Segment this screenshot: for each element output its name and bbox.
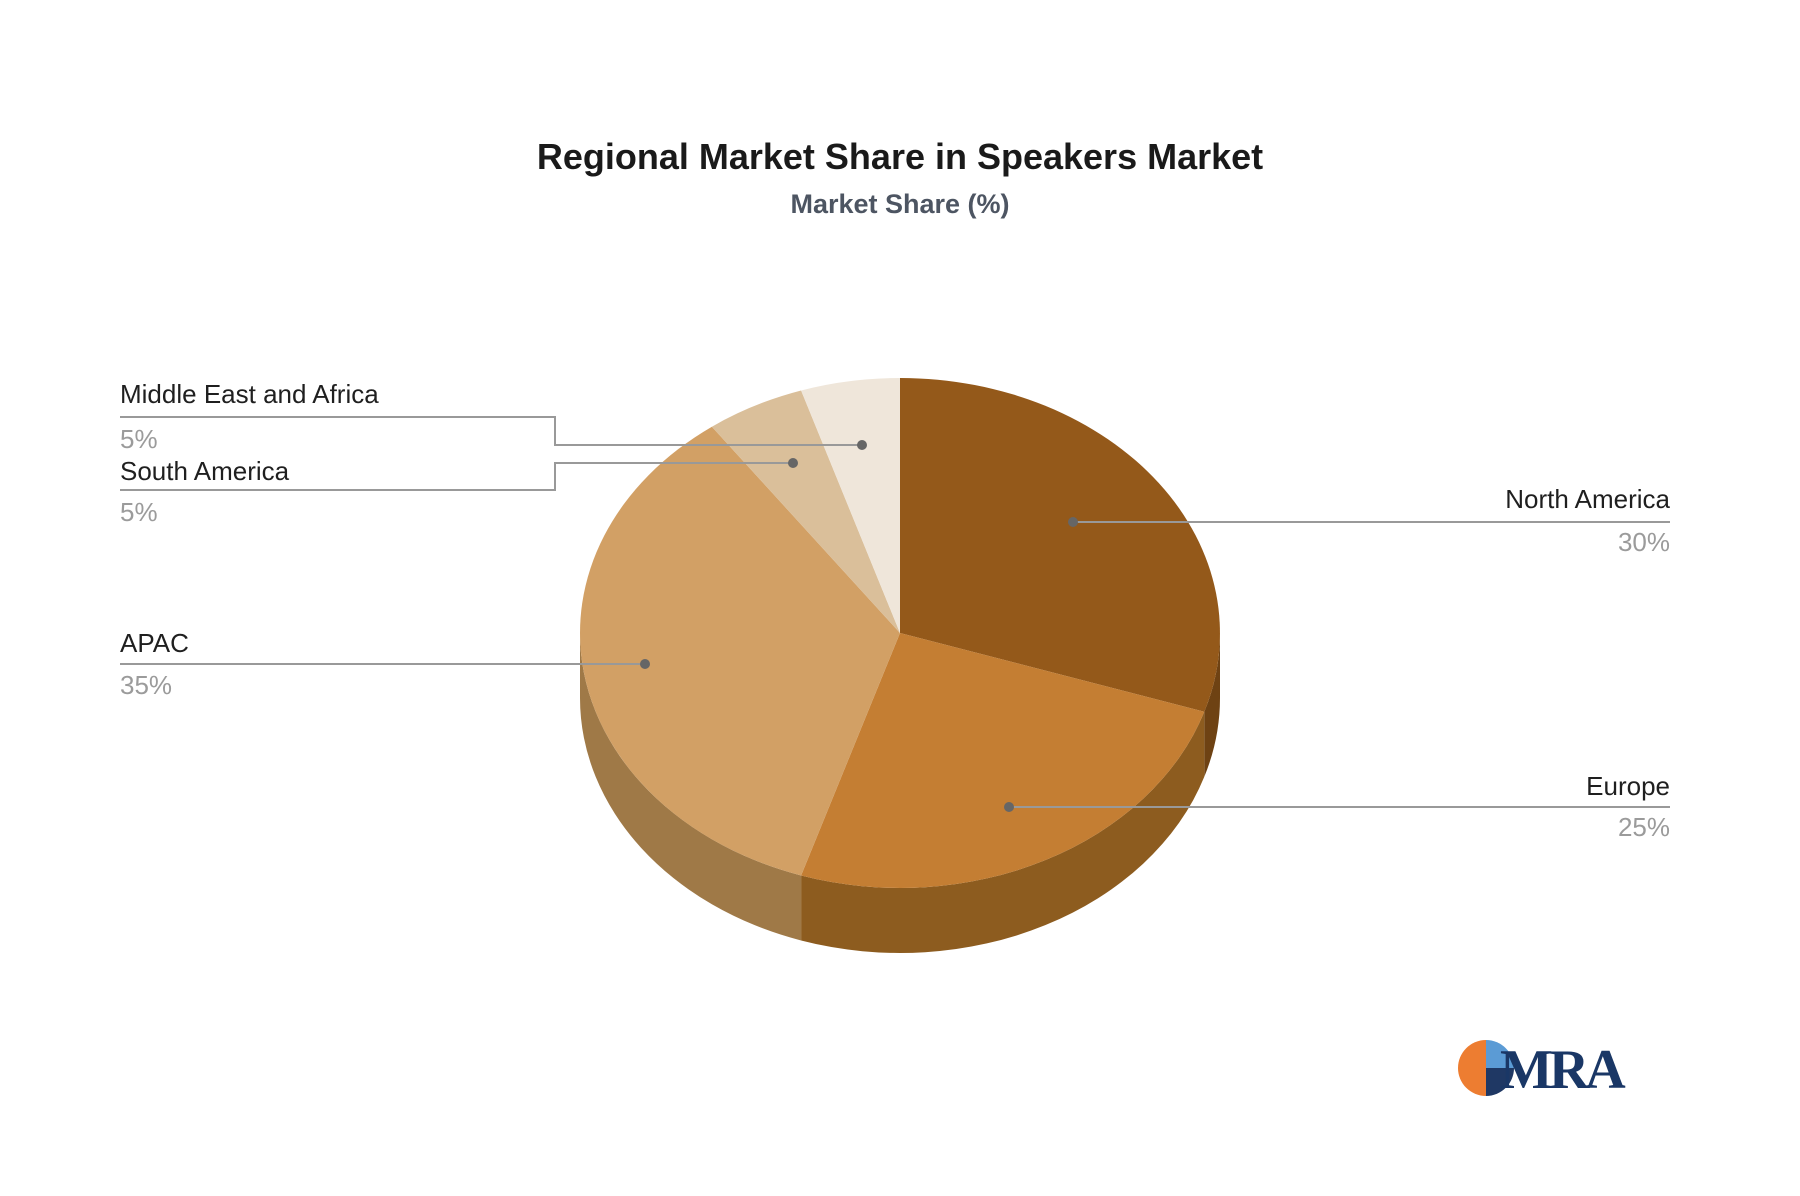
chart-subtitle: Market Share (%): [790, 189, 1010, 219]
chart-title: Regional Market Share in Speakers Market: [536, 136, 1264, 177]
slice-side-apac: [580, 633, 802, 941]
dot-middle-east-africa: [857, 440, 867, 450]
dot-south-america: [788, 458, 798, 468]
pct-middle-east-africa: 5%: [120, 424, 158, 454]
logo-mark-icon: [1458, 1040, 1514, 1096]
label-middle-east-africa: Middle East and Africa: [120, 379, 379, 409]
pct-south-america: 5%: [120, 497, 158, 527]
slice-middle-east-africa[interactable]: [801, 378, 900, 633]
dot-europe: [1004, 802, 1014, 812]
label-north-america: North America: [1505, 484, 1670, 514]
brand-logo: MRA: [1452, 1034, 1652, 1104]
slice-apac[interactable]: [580, 426, 900, 876]
dot-apac: [640, 659, 650, 669]
slice-europe[interactable]: [801, 633, 1205, 888]
label-apac: APAC: [120, 628, 189, 658]
dot-north-america: [1068, 517, 1078, 527]
slice-north-america[interactable]: [900, 378, 1220, 712]
label-europe: Europe: [1586, 771, 1670, 801]
connector-middle-east-africa: [120, 416, 862, 446]
pct-apac: 35%: [120, 670, 173, 700]
pct-europe: 25%: [1617, 812, 1670, 842]
connector-dots: [640, 440, 1078, 812]
slice-side-europe: [801, 711, 1205, 953]
slice-side-north-america: [1204, 633, 1220, 777]
logo-text: MRA: [1500, 1039, 1626, 1101]
pct-north-america: 30%: [1617, 527, 1670, 557]
connector-south-america: [120, 462, 793, 491]
slice-south-america[interactable]: [711, 390, 900, 634]
connector-lines: [120, 416, 1670, 808]
label-south-america: South America: [120, 456, 290, 486]
